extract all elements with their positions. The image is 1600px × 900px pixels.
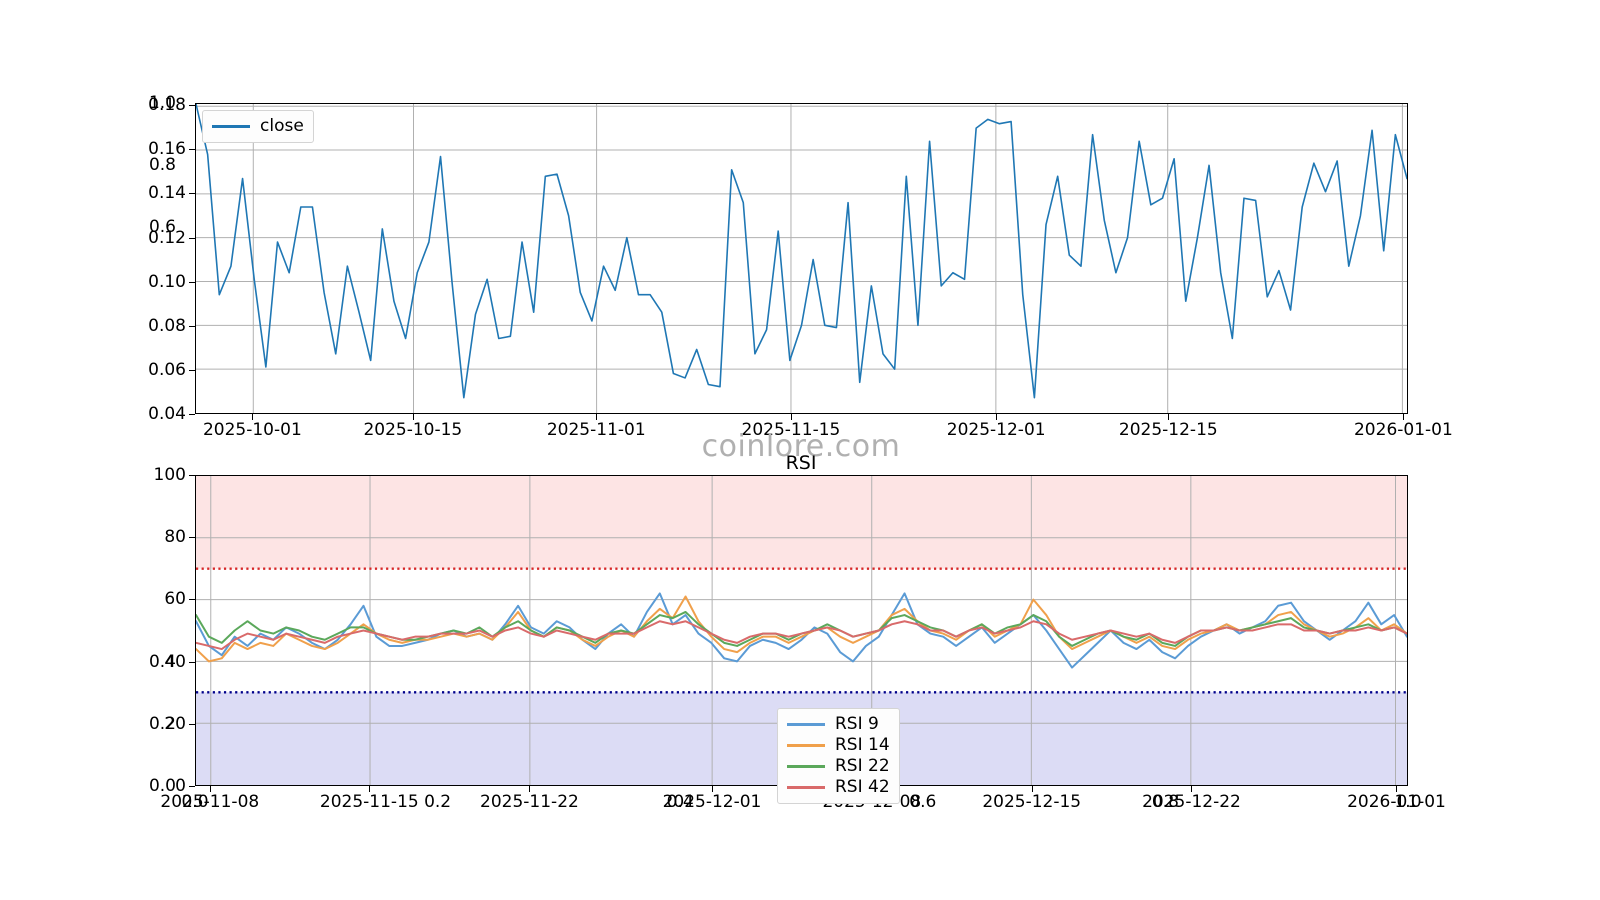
rsi-legend-swatch-0 xyxy=(787,723,825,726)
price-y-tick-tickmark-7 xyxy=(189,105,195,107)
rsi-x-tick-tickmark-3 xyxy=(711,786,713,792)
price-x-tick-4: 2025-12-01 xyxy=(946,420,1046,440)
rsi-y-tick-tickmark-3 xyxy=(189,599,195,601)
rsi-legend-label-0: RSI 9 xyxy=(835,714,879,734)
price-x-tick-2: 2025-11-01 xyxy=(546,420,646,440)
rsi-x-tick-tickmark-1 xyxy=(369,786,371,792)
rsi-secondary-x-tick-4: 0.8 xyxy=(1151,792,1179,812)
price-y-tick-4: 0.12 xyxy=(148,227,186,248)
rsi-y-tick-0: 0 xyxy=(175,776,186,796)
rsi-x-tick-tickmark-7 xyxy=(1396,786,1398,792)
rsi-y-tick-3: 60 xyxy=(164,589,186,610)
price-y-tick-3: 0.10 xyxy=(148,271,186,292)
rsi-x-tick-tickmark-0 xyxy=(209,786,211,792)
price-x-tick-tickmark-6 xyxy=(1403,414,1405,420)
price-y-tick-tickmark-1 xyxy=(189,369,195,371)
rsi-x-tick-3: 2025-12-01 xyxy=(662,792,762,812)
rsi-secondary-x-tick-3: 0.6 xyxy=(909,792,937,812)
price-y-tick-2: 0.08 xyxy=(148,315,186,336)
rsi-y-tick-tickmark-2 xyxy=(189,661,195,663)
price-y-tick-tickmark-4 xyxy=(189,237,195,239)
price-secondary-y-tick-0: 0.6 xyxy=(148,217,176,238)
price-y-tick-tickmark-5 xyxy=(189,193,195,195)
rsi-secondary-x-tick-5: 1.0 xyxy=(1394,792,1422,812)
rsi-secondary-x-tick-1: 0.2 xyxy=(424,792,452,812)
rsi-legend-swatch-3 xyxy=(787,786,825,789)
price-x-tick-tickmark-0 xyxy=(252,414,254,420)
rsi-legend-item-0[interactable]: RSI 9 xyxy=(787,714,890,735)
rsi-legend-label-2: RSI 22 xyxy=(835,756,890,776)
rsi-legend: RSI 9 RSI 14 RSI 22 RSI 42 xyxy=(777,708,900,804)
price-y-tick-tickmark-3 xyxy=(189,281,195,283)
rsi-x-tick-5: 2025-12-15 xyxy=(982,792,1082,812)
price-x-tick-tickmark-4 xyxy=(996,414,998,420)
price-x-tick-6: 2026-01-01 xyxy=(1353,420,1453,440)
price-x-tick-0: 2025-10-01 xyxy=(202,420,302,440)
rsi-legend-swatch-2 xyxy=(787,765,825,768)
price-y-tick-7: 0.18 xyxy=(148,95,186,116)
price-x-tick-5: 2025-12-15 xyxy=(1118,420,1218,440)
rsi-legend-swatch-1 xyxy=(787,744,825,747)
rsi-y-tick-4: 80 xyxy=(164,527,186,548)
rsi-y-tick-tickmark-1 xyxy=(189,723,195,725)
watermark: coinlore.com xyxy=(701,429,901,464)
rsi-secondary-y-tick-1: 0.2 xyxy=(148,713,176,734)
rsi-x-tick-1: 2025-11-15 xyxy=(319,792,419,812)
rsi-x-tick-2: 2025-11-22 xyxy=(480,792,579,812)
rsi-x-tick-tickmark-2 xyxy=(529,786,531,792)
price-chart-panel xyxy=(195,103,1408,414)
price-y-tick-0: 0.04 xyxy=(148,404,186,424)
rsi-y-tick-tickmark-5 xyxy=(189,475,195,476)
rsi-y-tick-tickmark-0 xyxy=(189,786,195,787)
rsi-x-tick-7: 2026-01-01 xyxy=(1347,792,1446,812)
price-legend-swatch-0 xyxy=(212,125,250,128)
price-legend: close xyxy=(202,110,314,143)
price-legend-item-0[interactable]: close xyxy=(212,116,304,137)
rsi-legend-label-1: RSI 14 xyxy=(835,735,890,755)
price-secondary-y-tick-1: 0.8 xyxy=(148,155,176,176)
price-secondary-y-tick-2: 1.0 xyxy=(148,93,176,113)
rsi-x-tick-tickmark-6 xyxy=(1191,786,1193,792)
price-x-tick-3: 2025-11-15 xyxy=(741,420,841,440)
rsi-x-tick-6: 2025-12-22 xyxy=(1142,792,1241,812)
rsi-secondary-y-tick-2: 0.4 xyxy=(148,651,176,672)
rsi-y-tick-tickmark-4 xyxy=(189,537,195,539)
price-y-tick-tickmark-6 xyxy=(189,149,195,151)
price-x-tick-1: 2025-10-15 xyxy=(363,420,463,440)
price-y-tick-6: 0.16 xyxy=(148,139,186,160)
rsi-y-tick-5: 100 xyxy=(153,465,186,485)
rsi-legend-item-2[interactable]: RSI 22 xyxy=(787,756,890,777)
price-x-tick-tickmark-2 xyxy=(596,414,598,420)
rsi-secondary-y-tick-0: 0.0 xyxy=(148,776,176,796)
rsi-secondary-x-tick-0: 0.0 xyxy=(181,792,209,812)
price-y-tick-5: 0.14 xyxy=(148,183,186,204)
price-x-tick-tickmark-3 xyxy=(790,414,792,420)
price-y-tick-1: 0.06 xyxy=(148,359,186,380)
price-y-tick-tickmark-0 xyxy=(189,414,195,415)
rsi-legend-label-3: RSI 42 xyxy=(835,777,890,797)
price-x-tick-tickmark-5 xyxy=(1168,414,1170,420)
rsi-x-tick-0: 2025-11-08 xyxy=(160,792,260,812)
rsi-x-tick-tickmark-5 xyxy=(1031,786,1033,792)
rsi-title: RSI xyxy=(785,452,817,474)
rsi-legend-item-1[interactable]: RSI 14 xyxy=(787,735,890,756)
rsi-y-tick-2: 40 xyxy=(164,651,186,672)
price-plot xyxy=(196,104,1407,413)
price-legend-label-0: close xyxy=(260,116,304,136)
price-y-tick-tickmark-2 xyxy=(189,325,195,327)
rsi-y-tick-1: 20 xyxy=(164,713,186,734)
price-x-tick-tickmark-1 xyxy=(412,414,414,420)
rsi-secondary-x-tick-2: 0.4 xyxy=(666,792,694,812)
rsi-legend-item-3[interactable]: RSI 42 xyxy=(787,777,890,798)
